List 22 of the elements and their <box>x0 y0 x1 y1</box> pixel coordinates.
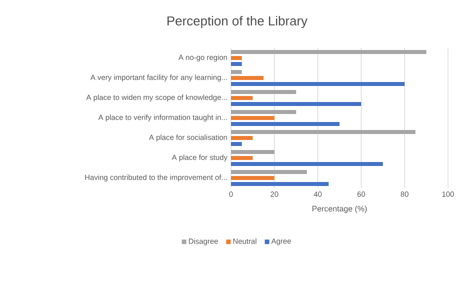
bar <box>231 122 340 126</box>
bar <box>231 170 307 174</box>
bar <box>231 136 253 140</box>
bar <box>231 70 242 74</box>
bar <box>231 162 383 166</box>
bar <box>231 76 264 80</box>
bar <box>231 130 416 134</box>
bar <box>231 110 296 114</box>
bar <box>231 142 242 146</box>
bar <box>231 116 274 120</box>
bar <box>231 50 426 54</box>
bar <box>231 82 405 86</box>
bar <box>231 150 274 154</box>
bar <box>231 102 362 106</box>
chart-title: Perception of the Library <box>168 16 308 28</box>
bar <box>231 182 329 186</box>
bar <box>231 176 274 180</box>
bar <box>231 96 253 100</box>
bar <box>231 56 242 60</box>
bar <box>231 90 296 94</box>
bar <box>231 62 242 66</box>
bar <box>231 156 253 160</box>
